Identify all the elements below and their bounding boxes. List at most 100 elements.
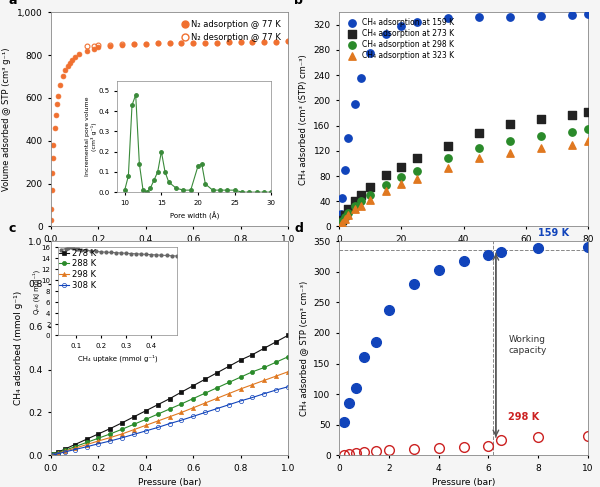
CH₄ adsorption at 273 K (443, 142, 453, 150)
CH₄ adsorption at 159 K (340, 166, 350, 174)
288 K (130, 421, 137, 427)
Text: a: a (8, 0, 17, 7)
CH₄ adsorption at 159 K (568, 11, 577, 19)
288 K (107, 431, 114, 437)
CH₄ adsorption at 323 K (536, 144, 546, 151)
CH₄ adsorption at 323 K (397, 180, 406, 188)
CH₄ adsorption at 273 K (337, 216, 347, 224)
CH₄ adsorption at 273 K (536, 115, 546, 123)
278 K (178, 389, 185, 395)
288 K (50, 451, 57, 457)
CH₄ adsorption at 159 K (336, 210, 346, 218)
CH₄ adsorption at 273 K (350, 197, 359, 205)
CH₄ adsorption at 159 K (536, 12, 546, 20)
298 K (261, 377, 268, 383)
298 K (50, 452, 57, 458)
Line: 308 K: 308 K (51, 385, 290, 457)
308 K (249, 394, 256, 400)
CH₄ adsorption at 323 K (568, 141, 577, 149)
Legend: N₂ adsorption @ 77 K, N₂ desorption @ 77 K: N₂ adsorption @ 77 K, N₂ desorption @ 77… (180, 17, 284, 45)
298 K (95, 438, 102, 444)
CH₄ adsorption at 159 K (350, 100, 359, 108)
CH₄ adsorption at 159 K (344, 134, 353, 142)
288 K (55, 450, 62, 456)
278 K (237, 357, 244, 363)
CH₄ adsorption at 323 K (350, 206, 359, 213)
Text: Working
capacity: Working capacity (508, 336, 547, 355)
CH₄ adsorption at 323 K (412, 175, 422, 183)
288 K (284, 354, 292, 360)
288 K (83, 440, 90, 446)
CH₄ adsorption at 323 K (337, 219, 347, 226)
288 K (202, 390, 209, 396)
278 K (130, 414, 137, 420)
288 K (225, 379, 232, 385)
288 K (261, 365, 268, 371)
278 K (202, 376, 209, 382)
CH₄ adsorption at 273 K (397, 163, 406, 170)
CH₄ adsorption at 273 K (344, 205, 353, 213)
308 K (62, 449, 69, 455)
CH₄ adsorption at 159 K (397, 22, 406, 30)
CH₄ adsorption at 298 K (397, 173, 406, 181)
278 K (83, 436, 90, 442)
308 K (154, 425, 161, 431)
288 K (166, 406, 173, 412)
278 K (190, 383, 197, 389)
CH₄ adsorption at 273 K (381, 171, 391, 179)
CH₄ adsorption at 298 K (381, 182, 391, 189)
278 K (95, 431, 102, 437)
X-axis label: Relative pressure (P/P₀): Relative pressure (P/P₀) (116, 249, 223, 258)
CH₄ adsorption at 298 K (536, 132, 546, 140)
298 K (237, 386, 244, 392)
278 K (261, 345, 268, 351)
308 K (190, 413, 197, 419)
278 K (154, 402, 161, 408)
298 K (284, 369, 292, 375)
278 K (166, 396, 173, 402)
278 K (284, 333, 292, 338)
308 K (83, 444, 90, 450)
CH₄ adsorption at 323 K (505, 149, 515, 157)
CH₄ adsorption at 159 K (474, 13, 484, 21)
298 K (214, 395, 221, 401)
308 K (202, 410, 209, 415)
308 K (50, 452, 57, 458)
CH₄ adsorption at 323 K (443, 164, 453, 172)
CH₄ adsorption at 273 K (505, 120, 515, 128)
CH₄ adsorption at 298 K (474, 144, 484, 151)
CH₄ adsorption at 273 K (336, 220, 346, 227)
298 K (272, 373, 280, 379)
298 K (225, 391, 232, 396)
298 K (249, 382, 256, 388)
278 K (55, 449, 62, 455)
CH₄ adsorption at 273 K (340, 211, 350, 219)
CH₄ adsorption at 323 K (336, 221, 346, 228)
CH₄ adsorption at 323 K (340, 215, 350, 223)
CH₄ adsorption at 323 K (344, 211, 353, 219)
Text: 159 K: 159 K (538, 228, 569, 238)
CH₄ adsorption at 298 K (356, 197, 365, 205)
Y-axis label: CH₄ adsorbed (cm³ (STP) cm⁻³): CH₄ adsorbed (cm³ (STP) cm⁻³) (299, 54, 308, 185)
308 K (237, 398, 244, 404)
X-axis label: Pressure (bar): Pressure (bar) (432, 249, 495, 258)
CH₄ adsorption at 323 K (365, 196, 375, 204)
288 K (71, 444, 79, 450)
CH₄ adsorption at 298 K (365, 191, 375, 199)
308 K (284, 384, 292, 390)
288 K (237, 374, 244, 380)
CH₄ adsorption at 323 K (356, 202, 365, 209)
308 K (55, 450, 62, 456)
308 K (225, 402, 232, 408)
278 K (214, 370, 221, 376)
288 K (178, 401, 185, 407)
298 K (190, 405, 197, 411)
288 K (272, 359, 280, 365)
278 K (107, 426, 114, 431)
298 K (107, 434, 114, 440)
278 K (71, 442, 79, 448)
308 K (95, 441, 102, 447)
CH₄ adsorption at 273 K (583, 108, 593, 115)
Y-axis label: CH₄ adsorbed @ STP (cm³ cm⁻³): CH₄ adsorbed @ STP (cm³ cm⁻³) (299, 281, 308, 416)
CH₄ adsorption at 298 K (350, 203, 359, 210)
